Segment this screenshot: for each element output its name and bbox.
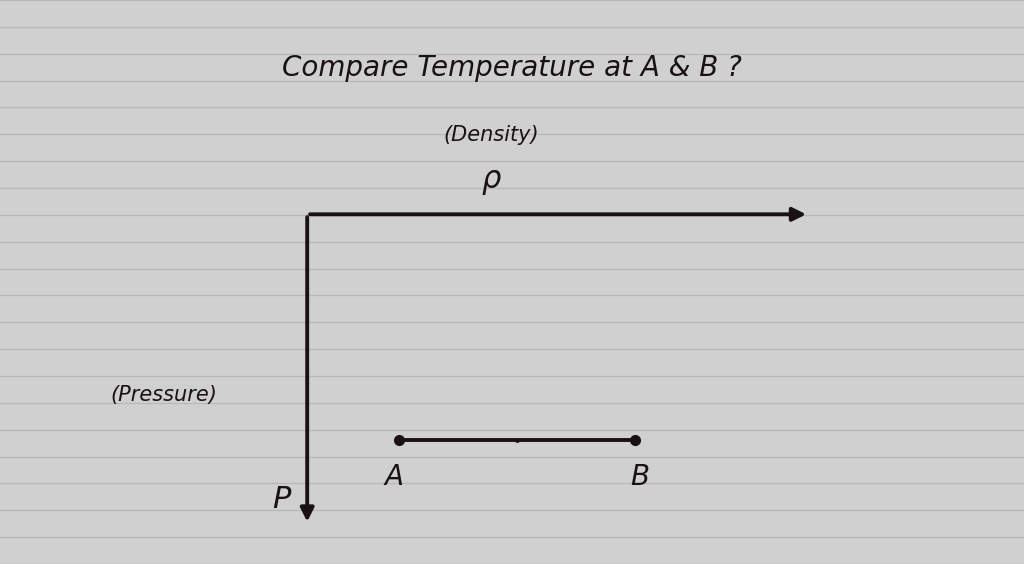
Text: Compare Temperature at A & B ?: Compare Temperature at A & B ? [282, 54, 742, 82]
Text: (Density): (Density) [443, 125, 540, 146]
Text: A: A [385, 462, 403, 491]
Text: (Pressure): (Pressure) [111, 385, 217, 405]
Text: ρ: ρ [482, 166, 501, 195]
Text: B: B [631, 462, 649, 491]
Text: P: P [272, 484, 291, 514]
